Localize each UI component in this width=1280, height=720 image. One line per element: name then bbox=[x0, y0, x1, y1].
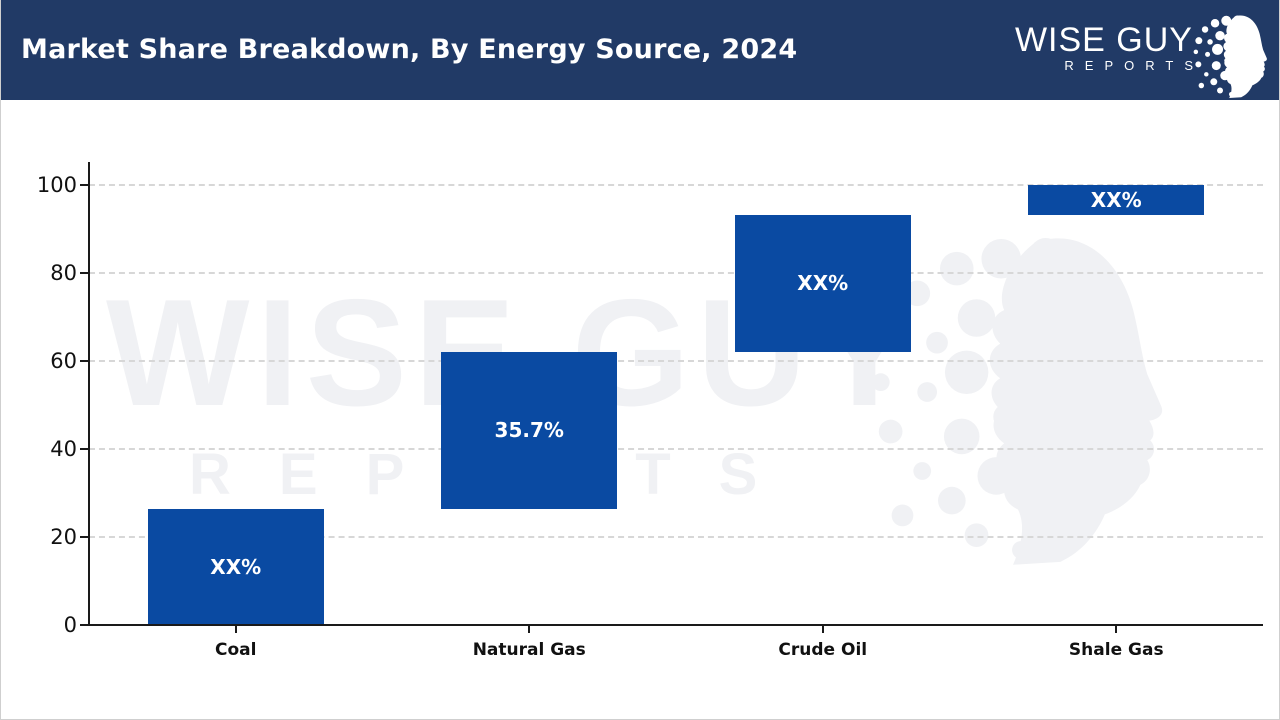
grid-line bbox=[89, 360, 1263, 362]
logo-head-icon bbox=[1193, 15, 1267, 98]
y-tick-mark bbox=[80, 272, 88, 274]
y-tick-mark bbox=[80, 184, 88, 186]
x-tick-mark bbox=[528, 626, 531, 633]
wiseguy-logo: WISE GUY REPORTS bbox=[1015, 8, 1271, 98]
bar-value-label: XX% bbox=[797, 271, 849, 296]
y-axis-line bbox=[88, 162, 90, 626]
logo-wiseguy-label: WISE GUY bbox=[1014, 21, 1193, 59]
y-tick-label: 0 bbox=[63, 613, 77, 637]
x-tick-mark bbox=[821, 626, 824, 633]
y-tick-label: 100 bbox=[36, 173, 77, 197]
bar: XX% bbox=[734, 214, 911, 352]
watermark-head-icon bbox=[871, 238, 1163, 565]
bar: XX% bbox=[1028, 185, 1205, 215]
y-tick-mark bbox=[80, 624, 88, 626]
x-axis-line bbox=[88, 624, 1263, 626]
y-tick-label: 20 bbox=[50, 525, 77, 549]
bar-value-label: XX% bbox=[210, 554, 262, 579]
x-tick-label: Natural Gas bbox=[472, 640, 586, 660]
bar: XX% bbox=[147, 508, 324, 625]
x-tick-mark bbox=[1115, 626, 1118, 633]
x-tick-label: Coal bbox=[215, 640, 257, 660]
x-tick-mark bbox=[234, 626, 237, 633]
bar-value-label: 35.7% bbox=[494, 418, 564, 443]
y-tick-label: 80 bbox=[50, 261, 77, 285]
x-tick-label: Crude Oil bbox=[778, 640, 868, 660]
grid-line bbox=[89, 272, 1263, 274]
grid-line bbox=[89, 184, 1263, 186]
y-tick-label: 60 bbox=[50, 349, 77, 373]
bar-value-label: XX% bbox=[1090, 187, 1142, 212]
grid-line bbox=[89, 448, 1263, 450]
header-bar: Market Share Breakdown, By Energy Source… bbox=[1, 0, 1279, 100]
bar: 35.7% bbox=[441, 351, 618, 509]
y-tick-mark bbox=[80, 536, 88, 538]
logo-text: WISE GUY REPORTS bbox=[1015, 22, 1193, 74]
y-tick-mark bbox=[80, 360, 88, 362]
y-tick-mark bbox=[80, 448, 88, 450]
x-tick-label: Shale Gas bbox=[1068, 640, 1164, 660]
grid-line bbox=[89, 536, 1263, 538]
page-title: Market Share Breakdown, By Energy Source… bbox=[21, 34, 798, 65]
logo-reports-label: REPORTS bbox=[1064, 58, 1204, 73]
y-tick-label: 40 bbox=[50, 437, 77, 461]
